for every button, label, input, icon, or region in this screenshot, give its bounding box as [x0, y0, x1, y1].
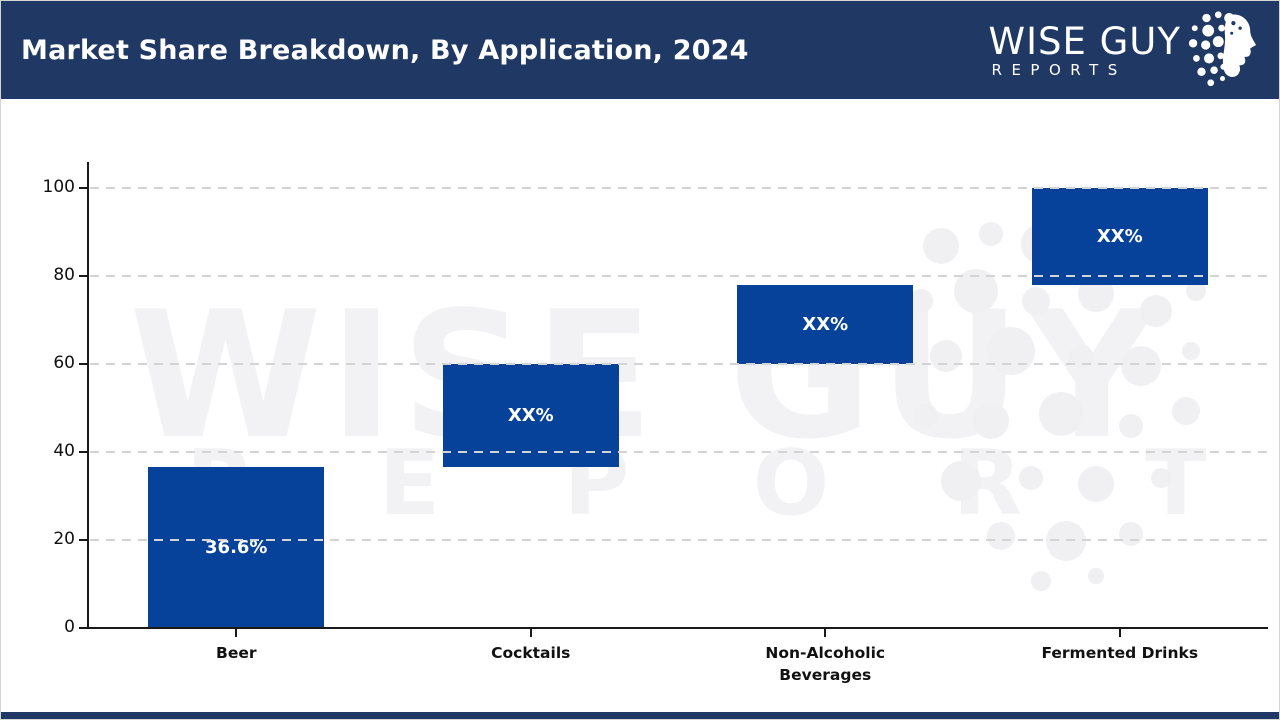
y-tick-0: [79, 627, 87, 629]
bar-value-label: XX%: [802, 314, 849, 336]
y-tick-100: [79, 187, 87, 190]
bar-non-alcoholic-beverages: XX%: [737, 284, 914, 365]
y-tick-label-100: 100: [42, 177, 75, 198]
x-tick-label-cocktails: Cocktails: [491, 644, 571, 662]
gridline-60: [90, 363, 1267, 366]
x-tick-label-fermented-drinks: Fermented Drinks: [1041, 644, 1199, 662]
brand-logo: WISE GUY REPORTS: [989, 7, 1267, 93]
x-tick-non-alcoholic-beverages: [824, 629, 827, 637]
y-tick-label-0: 0: [64, 617, 75, 637]
y-tick-label-40: 40: [53, 441, 75, 462]
brand-subname: REPORTS: [991, 60, 1127, 79]
bar-cocktails: XX%: [442, 364, 619, 468]
y-tick-40: [79, 451, 87, 454]
x-tick-cocktails: [529, 629, 532, 637]
y-axis-line: [87, 162, 89, 629]
x-tick-fermented-drinks: [1118, 629, 1121, 637]
bar-value-label: XX%: [1096, 226, 1143, 248]
bar-beer: 36.6%: [148, 467, 325, 628]
y-tick-label-80: 80: [53, 265, 75, 286]
logo-head-icon: [1188, 11, 1257, 87]
y-tick-80: [79, 275, 87, 278]
x-axis-line: [87, 627, 1268, 629]
brand-name: WISE GUY: [988, 19, 1181, 63]
x-tick-beer: [235, 629, 238, 637]
y-tick-label-60: 60: [53, 353, 75, 374]
bar-value-label: XX%: [507, 405, 554, 427]
page-title: Market Share Breakdown, By Application, …: [21, 34, 749, 66]
y-tick-label-20: 20: [53, 529, 75, 550]
watermark-head-dots: [909, 222, 1206, 591]
gridline-40: [90, 451, 1267, 454]
bar-value-label: 36.6%: [205, 537, 268, 558]
bar-fermented-drinks: XX%: [1031, 188, 1208, 285]
footer-bar: [1, 712, 1279, 719]
y-tick-60: [79, 363, 87, 366]
gridline-100: [90, 187, 1267, 190]
gridline-80: [90, 275, 1267, 278]
y-tick-20: [79, 539, 87, 542]
header-bar: Market Share Breakdown, By Application, …: [1, 1, 1279, 99]
gridline-20: [90, 539, 1267, 542]
brand-logo-text: WISE GUY REPORTS: [989, 23, 1181, 78]
x-tick-label-non-alcoholic-beverages: Non-Alcoholic Beverages: [765, 644, 886, 685]
x-tick-label-beer: Beer: [216, 644, 257, 662]
